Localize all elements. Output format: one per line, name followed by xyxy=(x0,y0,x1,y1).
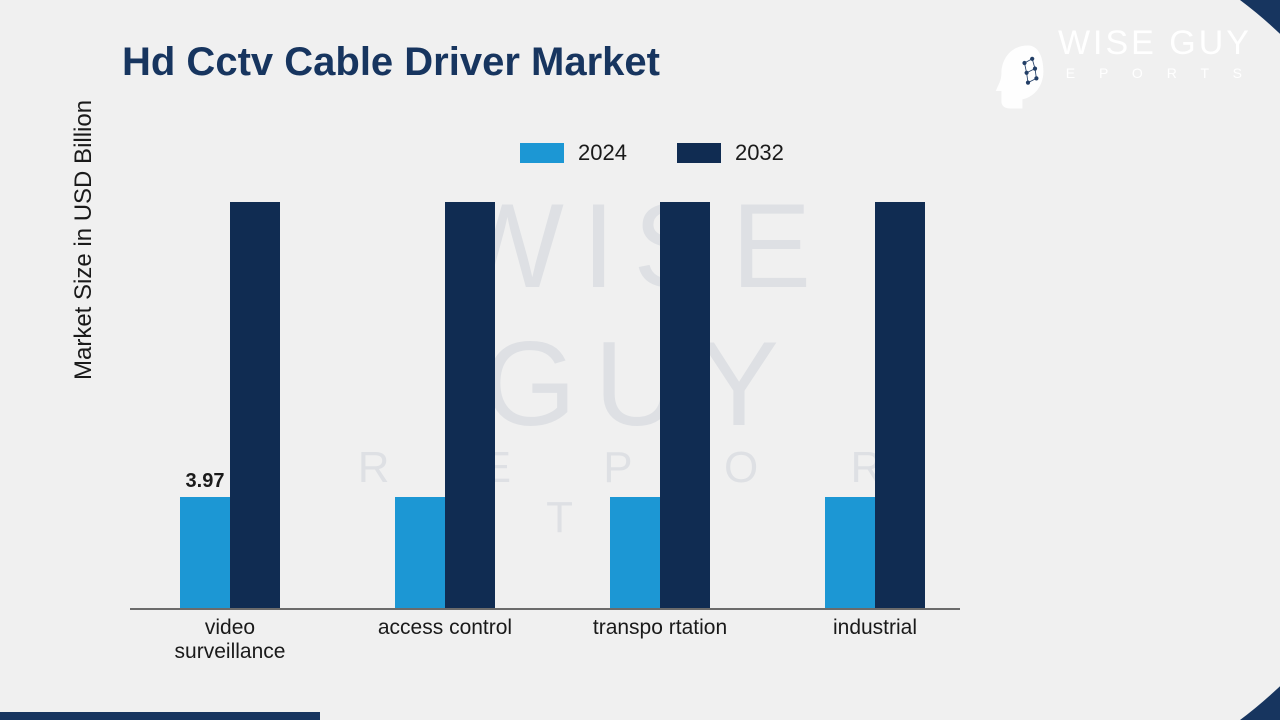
brand-head-icon xyxy=(986,42,1056,112)
legend-label: 2024 xyxy=(578,140,627,166)
bar-2024 xyxy=(180,497,230,608)
y-axis-label: Market Size in USD Billion xyxy=(70,100,98,380)
footer-accent-bar xyxy=(0,712,320,720)
legend-swatch-2032 xyxy=(677,143,721,163)
brand-logo-subtext: R E P O R T S xyxy=(1032,65,1252,81)
bar-2024 xyxy=(610,497,660,608)
brand-logo-text: WISE GUY xyxy=(1032,24,1252,63)
legend: 2024 2032 xyxy=(520,140,784,166)
plot-area: 3.97video surveillanceaccess controltran… xyxy=(130,190,960,610)
brand-logo: WISE GUY R E P O R T S xyxy=(1032,24,1252,81)
bar-2032 xyxy=(875,202,925,608)
category-label: transpo rtation xyxy=(580,610,740,640)
bar-2024 xyxy=(395,497,445,608)
category-label: access control xyxy=(365,610,525,640)
chart-title: Hd Cctv Cable Driver Market xyxy=(122,40,660,85)
bar-2032 xyxy=(445,202,495,608)
bar-2032 xyxy=(660,202,710,608)
legend-item-2032: 2032 xyxy=(677,140,784,166)
chart-canvas: WISE GUY R E P O R T S WISE GUY R E P O … xyxy=(0,0,1280,720)
legend-swatch-2024 xyxy=(520,143,564,163)
category-label: industrial xyxy=(795,610,955,640)
bar-value-label: 3.97 xyxy=(175,470,235,493)
legend-label: 2032 xyxy=(735,140,784,166)
bar-2032 xyxy=(230,202,280,608)
legend-item-2024: 2024 xyxy=(520,140,627,166)
bar-2024 xyxy=(825,497,875,608)
category-label: video surveillance xyxy=(150,610,310,664)
